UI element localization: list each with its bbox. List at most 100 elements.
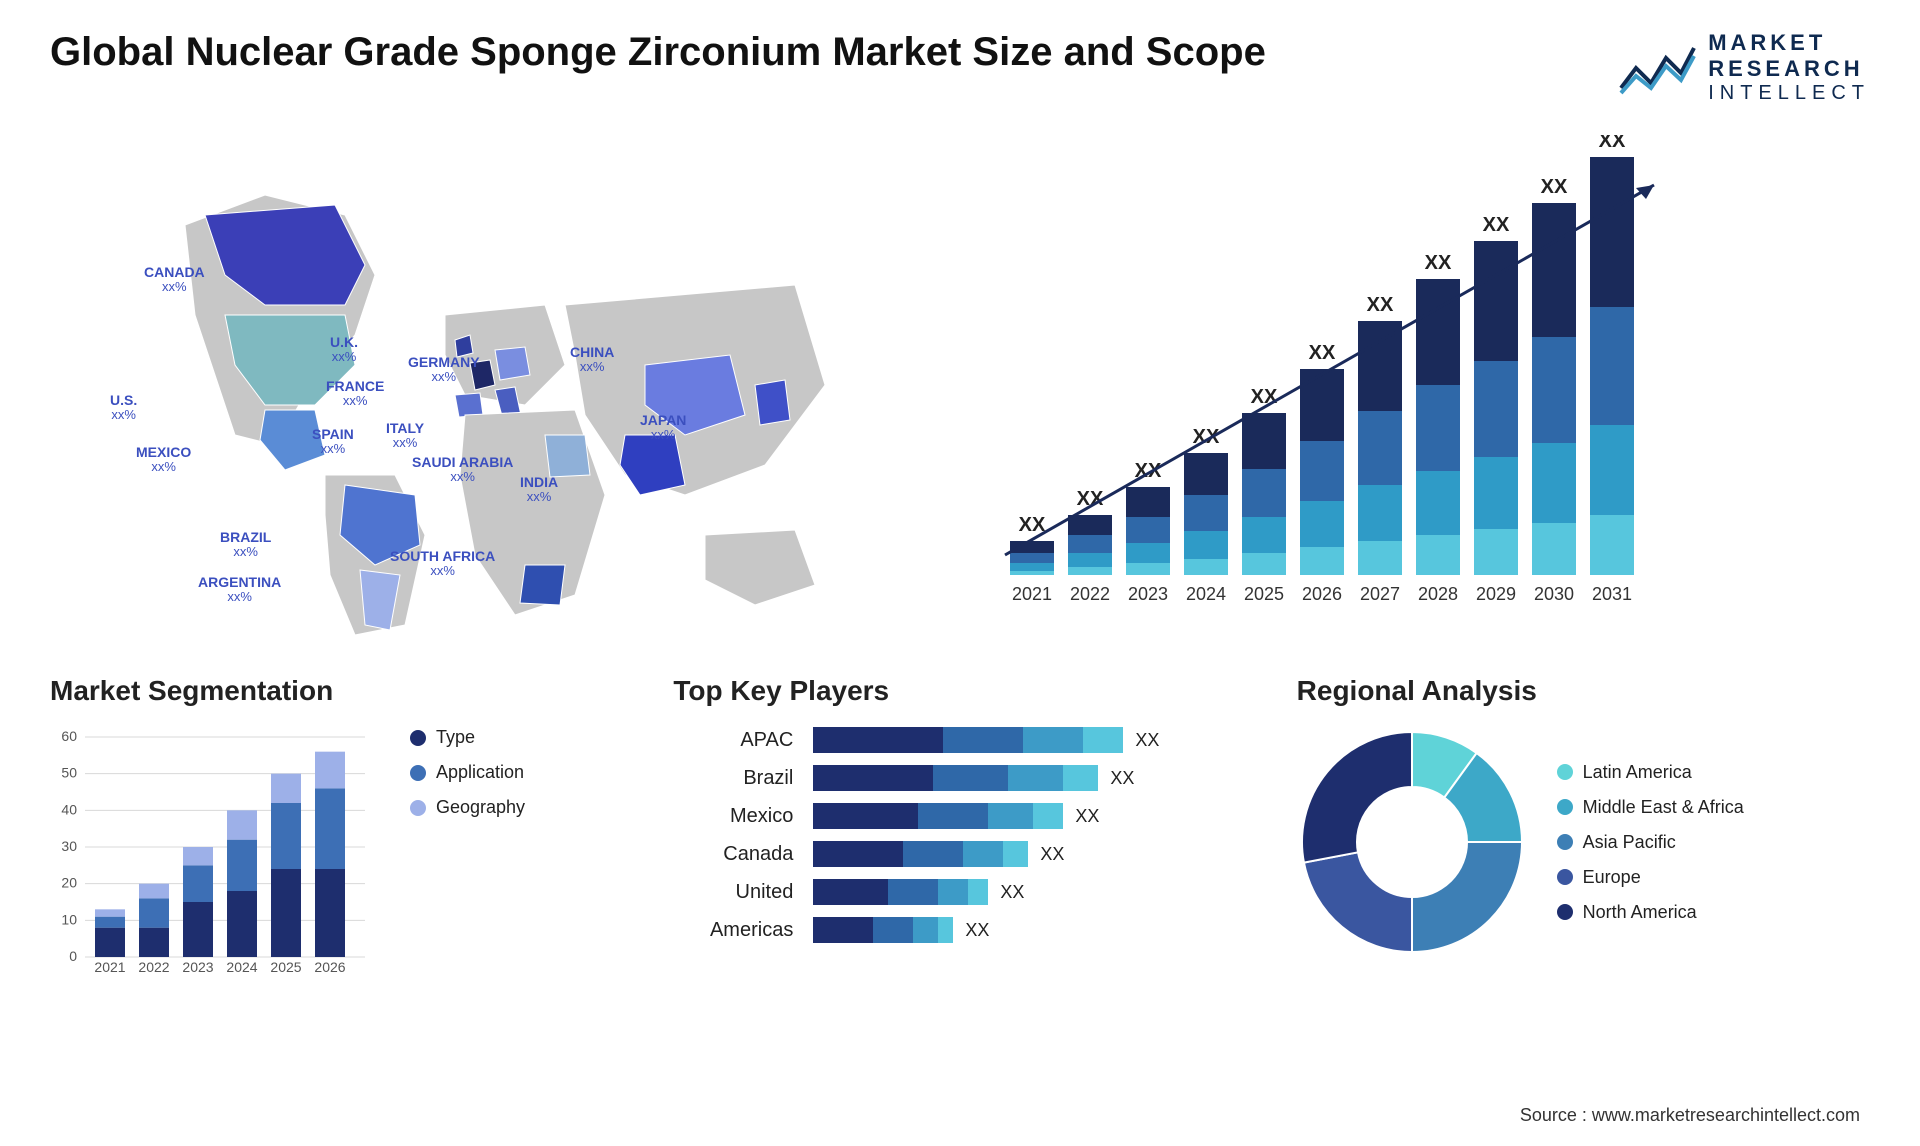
- svg-text:0: 0: [69, 948, 77, 964]
- svg-text:2022: 2022: [138, 959, 169, 975]
- map-label: SOUTH AFRICAxx%: [390, 549, 495, 579]
- svg-text:2025: 2025: [1244, 584, 1284, 604]
- bar-segment: [1008, 765, 1063, 791]
- legend-item: Application: [410, 762, 525, 783]
- logo-line1: MARKET: [1708, 30, 1870, 56]
- svg-text:2024: 2024: [226, 959, 257, 975]
- bar-segment: [933, 765, 1008, 791]
- svg-text:XX: XX: [1367, 294, 1394, 316]
- player-label: Mexico: [673, 803, 793, 829]
- legend-swatch: [1557, 799, 1573, 815]
- svg-text:60: 60: [61, 728, 77, 744]
- map-label: CHINAxx%: [570, 345, 614, 375]
- svg-text:XX: XX: [1425, 252, 1452, 274]
- brand-logo: MARKET RESEARCH INTELLECT: [1616, 30, 1870, 105]
- map-label: GERMANYxx%: [408, 355, 480, 385]
- map-label: ARGENTINAxx%: [198, 575, 281, 605]
- legend-item: Latin America: [1557, 762, 1744, 783]
- bar-segment: [1003, 841, 1028, 867]
- map-label: BRAZILxx%: [220, 530, 271, 560]
- svg-text:2021: 2021: [1012, 584, 1052, 604]
- player-label: Brazil: [673, 765, 793, 791]
- bar-value: XX: [1110, 768, 1134, 789]
- svg-text:2026: 2026: [1302, 584, 1342, 604]
- bar-segment: [813, 765, 933, 791]
- bar-segment: [918, 803, 988, 829]
- svg-text:2027: 2027: [1360, 584, 1400, 604]
- svg-text:2023: 2023: [1128, 584, 1168, 604]
- svg-text:2023: 2023: [182, 959, 213, 975]
- svg-text:2026: 2026: [314, 959, 345, 975]
- regional-title: Regional Analysis: [1297, 675, 1870, 707]
- bar-segment: [968, 879, 988, 905]
- map-label: U.S.xx%: [110, 393, 137, 423]
- bar-segment: [813, 879, 888, 905]
- bar-segment: [1023, 727, 1083, 753]
- legend-label: Latin America: [1583, 762, 1692, 783]
- legend-swatch: [1557, 904, 1573, 920]
- segmentation-title: Market Segmentation: [50, 675, 623, 707]
- player-bar-row: XX: [813, 841, 1159, 867]
- svg-text:2025: 2025: [270, 959, 301, 975]
- legend-label: Type: [436, 727, 475, 748]
- player-bar-row: XX: [813, 727, 1159, 753]
- legend-swatch: [410, 800, 426, 816]
- legend-item: Europe: [1557, 867, 1744, 888]
- world-map: CANADAxx%U.S.xx%MEXICOxx%BRAZILxx%ARGENT…: [50, 135, 940, 635]
- svg-text:20: 20: [61, 875, 77, 891]
- player-label: United: [673, 879, 793, 905]
- legend-item: Geography: [410, 797, 525, 818]
- svg-text:2024: 2024: [1186, 584, 1226, 604]
- svg-text:XX: XX: [1251, 386, 1278, 408]
- bar-segment: [963, 841, 1003, 867]
- svg-text:2028: 2028: [1418, 584, 1458, 604]
- svg-text:XX: XX: [1599, 135, 1626, 152]
- bar-segment: [1083, 727, 1123, 753]
- svg-text:10: 10: [61, 911, 77, 927]
- map-label: SPAINxx%: [312, 427, 354, 457]
- page-title: Global Nuclear Grade Sponge Zirconium Ma…: [50, 30, 1266, 75]
- legend-swatch: [410, 765, 426, 781]
- logo-line2: RESEARCH: [1708, 56, 1870, 82]
- main-bar-chart: XX2021XX2022XX2023XX2024XX2025XX2026XX20…: [980, 135, 1870, 635]
- bar-value: XX: [1000, 882, 1024, 903]
- bar-segment: [813, 803, 918, 829]
- bar-segment: [943, 727, 1023, 753]
- bar-value: XX: [1135, 730, 1159, 751]
- bar-segment: [873, 917, 913, 943]
- map-label: FRANCExx%: [326, 379, 384, 409]
- bar-segment: [813, 727, 943, 753]
- svg-text:2030: 2030: [1534, 584, 1574, 604]
- svg-text:XX: XX: [1309, 342, 1336, 364]
- bar-segment: [1033, 803, 1063, 829]
- regional-section: Regional Analysis Latin America Middle Ea…: [1297, 675, 1870, 987]
- bar-segment: [903, 841, 963, 867]
- players-section: Top Key Players APACBrazilMexicoCanadaUn…: [673, 675, 1246, 987]
- player-bar-row: XX: [813, 803, 1159, 829]
- legend-label: Geography: [436, 797, 525, 818]
- legend-swatch: [1557, 764, 1573, 780]
- svg-text:XX: XX: [1483, 214, 1510, 236]
- map-label: ITALYxx%: [386, 421, 424, 451]
- bar-segment: [1063, 765, 1098, 791]
- legend-label: North America: [1583, 902, 1697, 923]
- legend-item: Middle East & Africa: [1557, 797, 1744, 818]
- legend-item: Asia Pacific: [1557, 832, 1744, 853]
- svg-text:2021: 2021: [94, 959, 125, 975]
- legend-item: Type: [410, 727, 525, 748]
- player-bar-row: XX: [813, 879, 1159, 905]
- svg-text:50: 50: [61, 765, 77, 781]
- player-label: Americas: [673, 917, 793, 943]
- bar-segment: [813, 841, 903, 867]
- bar-segment: [813, 917, 873, 943]
- svg-text:30: 30: [61, 838, 77, 854]
- player-bar-row: XX: [813, 917, 1159, 943]
- legend-label: Application: [436, 762, 524, 783]
- bar-value: XX: [965, 920, 989, 941]
- player-bar-row: XX: [813, 765, 1159, 791]
- bar-segment: [938, 917, 953, 943]
- logo-line3: INTELLECT: [1708, 82, 1870, 105]
- legend-swatch: [1557, 869, 1573, 885]
- bar-value: XX: [1075, 806, 1099, 827]
- svg-text:2029: 2029: [1476, 584, 1516, 604]
